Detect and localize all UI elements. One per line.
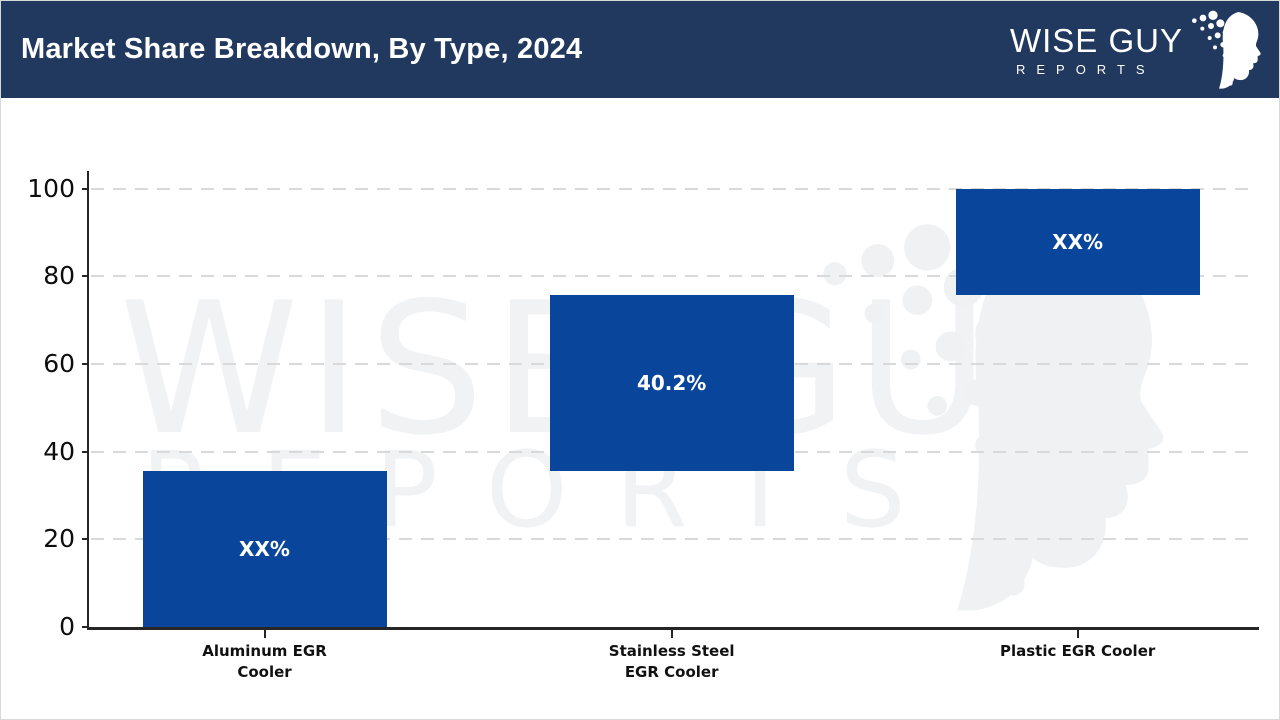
x-axis-label: Stainless Steel EGR Cooler	[608, 642, 735, 681]
y-gridline	[91, 538, 1257, 541]
page-title: Market Share Breakdown, By Type, 2024	[21, 33, 583, 65]
y-tick-label: 0	[59, 612, 75, 641]
plot-area: WISE GUY REPORTS XX% 40.2% XX%	[87, 171, 1259, 630]
bar-value-label: 40.2%	[636, 370, 707, 395]
x-axis-label: Aluminum EGR Cooler	[202, 642, 327, 681]
x-axis-spine	[87, 627, 1259, 630]
header-bar: Market Share Breakdown, By Type, 2024 WI…	[1, 1, 1279, 98]
logo-subtitle: REPORTS	[1015, 61, 1156, 77]
bar-value-label: XX%	[239, 536, 290, 561]
y-tick-label: 100	[27, 173, 75, 203]
y-tick	[82, 626, 89, 628]
y-tick-label: 80	[43, 261, 75, 291]
bar: 40.2%	[549, 294, 794, 471]
y-gridline	[91, 275, 1257, 278]
bar: XX%	[955, 188, 1200, 295]
x-tick	[1076, 630, 1079, 638]
y-tick	[82, 275, 89, 278]
y-tick	[82, 362, 89, 365]
x-tick	[670, 630, 673, 638]
y-tick	[82, 538, 89, 541]
x-tick	[263, 630, 266, 638]
face-dots-icon	[1175, 10, 1263, 90]
logo-text: WISE GUY REPORTS	[1009, 21, 1183, 77]
bar-value-label: XX%	[1052, 229, 1104, 254]
bar: XX%	[142, 470, 387, 627]
y-tick-label: 60	[43, 348, 75, 378]
x-axis-label: Plastic EGR Cooler	[1000, 642, 1156, 660]
y-tick	[82, 450, 89, 453]
wise-guy-logo: WISE GUY REPORTS	[1010, 10, 1263, 90]
logo-name: WISE GUY	[1009, 21, 1183, 59]
y-tick-label: 20	[43, 524, 75, 554]
y-tick	[82, 187, 89, 190]
y-axis-spine	[87, 171, 89, 630]
y-tick-label: 40	[43, 436, 75, 466]
chart: WISE GUY REPORTS XX% 40.2% XX% 0 20 40 60 80 10…	[1, 98, 1279, 719]
y-gridline	[91, 187, 1257, 190]
